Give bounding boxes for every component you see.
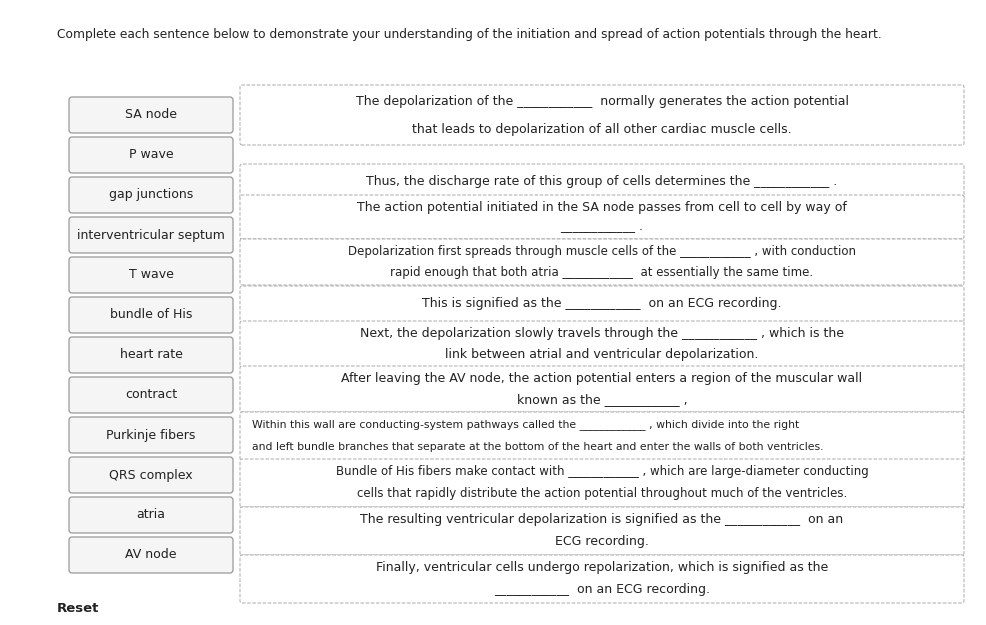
Text: bundle of His: bundle of His bbox=[109, 309, 192, 321]
FancyBboxPatch shape bbox=[240, 412, 964, 460]
Text: Within this wall are conducting-system pathways called the ____________ , which : Within this wall are conducting-system p… bbox=[252, 419, 800, 431]
Text: Reset: Reset bbox=[57, 602, 100, 615]
FancyBboxPatch shape bbox=[69, 457, 233, 493]
Text: QRS complex: QRS complex bbox=[109, 469, 193, 481]
FancyBboxPatch shape bbox=[69, 537, 233, 573]
FancyBboxPatch shape bbox=[240, 507, 964, 555]
FancyBboxPatch shape bbox=[69, 417, 233, 453]
FancyBboxPatch shape bbox=[240, 85, 964, 145]
FancyBboxPatch shape bbox=[240, 286, 964, 322]
Text: Next, the depolarization slowly travels through the ____________ , which is the: Next, the depolarization slowly travels … bbox=[360, 327, 844, 340]
FancyBboxPatch shape bbox=[240, 195, 964, 239]
Text: Purkinje fibers: Purkinje fibers bbox=[106, 429, 195, 441]
Text: AV node: AV node bbox=[125, 549, 176, 561]
Text: Complete each sentence below to demonstrate your understanding of the initiation: Complete each sentence below to demonstr… bbox=[57, 28, 881, 41]
Text: ECG recording.: ECG recording. bbox=[555, 536, 649, 549]
Text: SA node: SA node bbox=[125, 109, 177, 121]
Text: The action potential initiated in the SA node passes from cell to cell by way of: The action potential initiated in the SA… bbox=[357, 201, 847, 214]
FancyBboxPatch shape bbox=[240, 555, 964, 603]
FancyBboxPatch shape bbox=[240, 239, 964, 285]
Text: interventricular septum: interventricular septum bbox=[77, 229, 225, 241]
Text: that leads to depolarization of all other cardiac muscle cells.: that leads to depolarization of all othe… bbox=[412, 122, 792, 136]
FancyBboxPatch shape bbox=[69, 137, 233, 173]
FancyBboxPatch shape bbox=[69, 377, 233, 413]
Text: T wave: T wave bbox=[128, 269, 174, 281]
Text: Thus, the discharge rate of this group of cells determines the ____________ .: Thus, the discharge rate of this group o… bbox=[367, 176, 838, 189]
Text: After leaving the AV node, the action potential enters a region of the muscular : After leaving the AV node, the action po… bbox=[341, 372, 863, 385]
Text: atria: atria bbox=[136, 509, 166, 521]
FancyBboxPatch shape bbox=[69, 257, 233, 293]
FancyBboxPatch shape bbox=[240, 321, 964, 367]
FancyBboxPatch shape bbox=[69, 177, 233, 213]
Text: and left bundle branches that separate at the bottom of the heart and enter the : and left bundle branches that separate a… bbox=[252, 442, 823, 452]
FancyBboxPatch shape bbox=[69, 497, 233, 533]
FancyBboxPatch shape bbox=[240, 164, 964, 200]
Text: contract: contract bbox=[125, 389, 177, 401]
FancyBboxPatch shape bbox=[240, 459, 964, 507]
Text: This is signified as the ____________  on an ECG recording.: This is signified as the ____________ on… bbox=[422, 298, 782, 311]
FancyBboxPatch shape bbox=[69, 297, 233, 333]
Text: heart rate: heart rate bbox=[119, 349, 182, 361]
Text: ____________  on an ECG recording.: ____________ on an ECG recording. bbox=[494, 584, 710, 596]
FancyBboxPatch shape bbox=[240, 366, 964, 412]
Text: Depolarization first spreads through muscle cells of the ____________ , with con: Depolarization first spreads through mus… bbox=[348, 245, 856, 258]
Text: P wave: P wave bbox=[129, 149, 174, 161]
Text: ____________ .: ____________ . bbox=[560, 221, 644, 234]
Text: gap junctions: gap junctions bbox=[108, 189, 193, 201]
Text: rapid enough that both atria ____________  at essentially the same time.: rapid enough that both atria ___________… bbox=[390, 266, 813, 279]
FancyBboxPatch shape bbox=[69, 337, 233, 373]
FancyBboxPatch shape bbox=[69, 217, 233, 253]
Text: Bundle of His fibers make contact with ____________ , which are large-diameter c: Bundle of His fibers make contact with _… bbox=[335, 466, 869, 479]
Text: The resulting ventricular depolarization is signified as the ____________  on an: The resulting ventricular depolarization… bbox=[361, 514, 844, 526]
Text: cells that rapidly distribute the action potential throughout much of the ventri: cells that rapidly distribute the action… bbox=[357, 488, 847, 501]
Text: Finally, ventricular cells undergo repolarization, which is signified as the: Finally, ventricular cells undergo repol… bbox=[376, 561, 828, 574]
Text: link between atrial and ventricular depolarization.: link between atrial and ventricular depo… bbox=[446, 348, 758, 361]
Text: known as the ____________ ,: known as the ____________ , bbox=[517, 393, 687, 406]
Text: The depolarization of the ____________  normally generates the action potential: The depolarization of the ____________ n… bbox=[356, 94, 849, 108]
FancyBboxPatch shape bbox=[69, 97, 233, 133]
